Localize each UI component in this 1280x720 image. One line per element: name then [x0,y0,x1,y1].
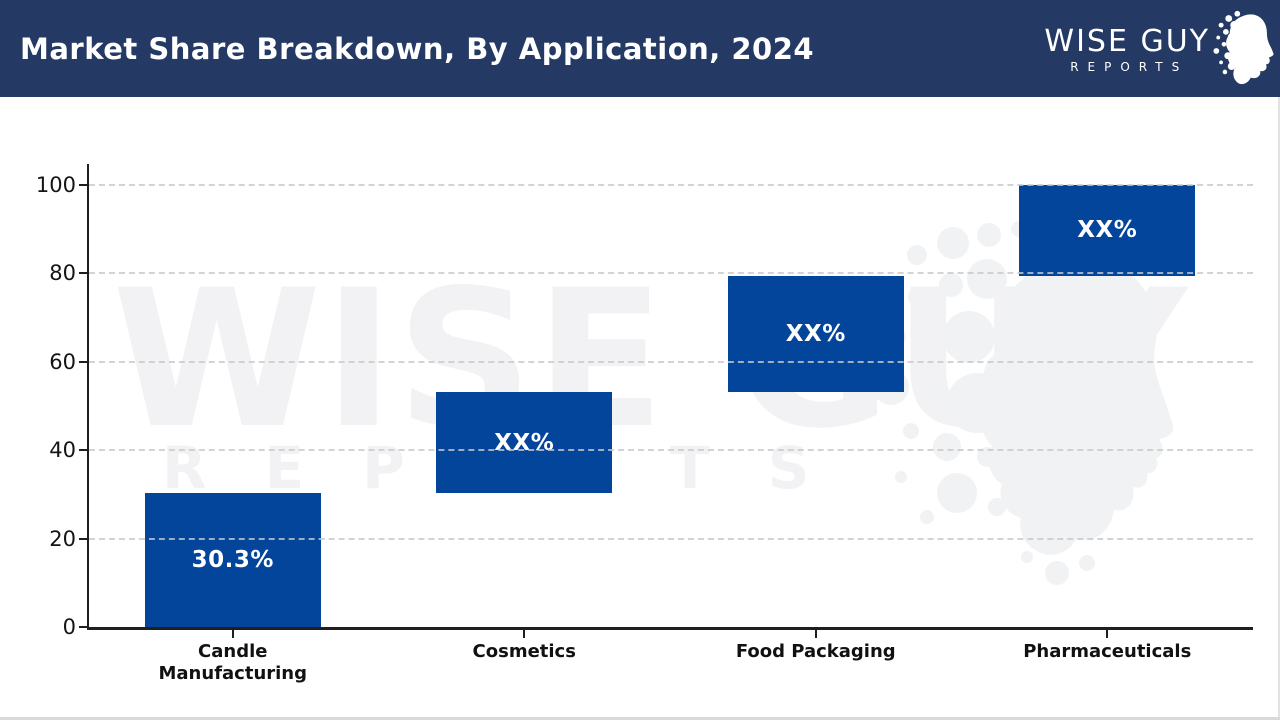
y-tick-mark-0 [79,626,87,628]
y-tick-label-0: 0 [62,615,76,639]
bar-value-label: XX% [494,429,555,456]
chart-title: Market Share Breakdown, By Application, … [20,31,815,66]
gridline-60 [89,360,1253,363]
x-tick-label-1: Cosmetics [472,641,576,662]
watermark-face-icon [873,221,1174,585]
header-bar: Market Share Breakdown, By Application, … [0,0,1280,97]
y-tick-mark-80 [79,272,87,274]
logo-wordmark: WISE GUY [1044,23,1210,59]
x-tick-mark-3 [1106,630,1109,638]
x-tick-mark-0 [231,630,234,638]
x-tick-label-2: Food Packaging [735,641,896,662]
wise-guy-reports-logo: WISE GUY REPORTS [1016,8,1276,92]
y-tick-mark-40 [79,449,87,451]
y-tick-mark-100 [79,183,87,186]
bar-value-label: XX% [785,321,846,348]
y-tick-label-100: 100 [35,172,76,197]
x-tick-mark-1 [523,630,526,638]
logo-face-icon [1213,10,1274,85]
gridline-100 [89,183,1253,186]
bar-cosmetics: XX% [436,392,613,493]
bar-food-packaging: XX% [727,276,904,393]
y-tick-label-80: 80 [49,261,76,285]
bar-value-label: XX% [1077,217,1138,244]
x-axis-spine [87,627,1253,630]
bar-pharmaceuticals: XX% [1019,184,1196,277]
y-tick-label-40: 40 [49,438,76,462]
gridline-20 [89,537,1253,540]
x-tick-label-3: Pharmaceuticals [1023,641,1192,662]
logo-subtitle: REPORTS [1070,59,1189,74]
gridline-80 [89,272,1253,274]
bar-value-label: 30.3% [191,546,274,573]
bottom-divider [0,717,1280,720]
y-axis-spine [87,164,89,630]
x-tick-mark-2 [814,630,817,638]
x-tick-label-0: Candle Manufacturing [158,641,308,684]
y-tick-label-20: 20 [49,526,76,551]
bar-candle-manufacturing: 30.3% [144,492,321,627]
y-tick-label-60: 60 [49,349,76,374]
logo-text: WISE GUY REPORTS [1044,23,1210,74]
gridline-40 [89,449,1253,451]
y-tick-mark-60 [79,360,87,363]
y-tick-mark-20 [79,537,87,540]
